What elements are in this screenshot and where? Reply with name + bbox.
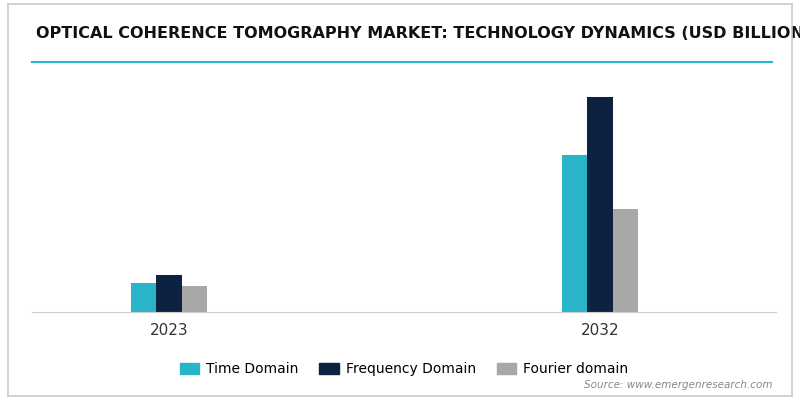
Text: OPTICAL COHERENCE TOMOGRAPHY MARKET: TECHNOLOGY DYNAMICS (USD BILLION): OPTICAL COHERENCE TOMOGRAPHY MARKET: TEC… [36, 26, 800, 41]
Bar [182, 286, 207, 312]
Legend: Time Domain, Frequency Domain, Fourier domain: Time Domain, Frequency Domain, Fourier d… [174, 357, 634, 382]
Bar [562, 155, 587, 312]
Bar [587, 97, 613, 312]
Bar [156, 275, 182, 312]
Bar [131, 283, 156, 312]
Bar [613, 208, 638, 312]
Text: Source: www.emergenresearch.com: Source: www.emergenresearch.com [583, 380, 772, 390]
